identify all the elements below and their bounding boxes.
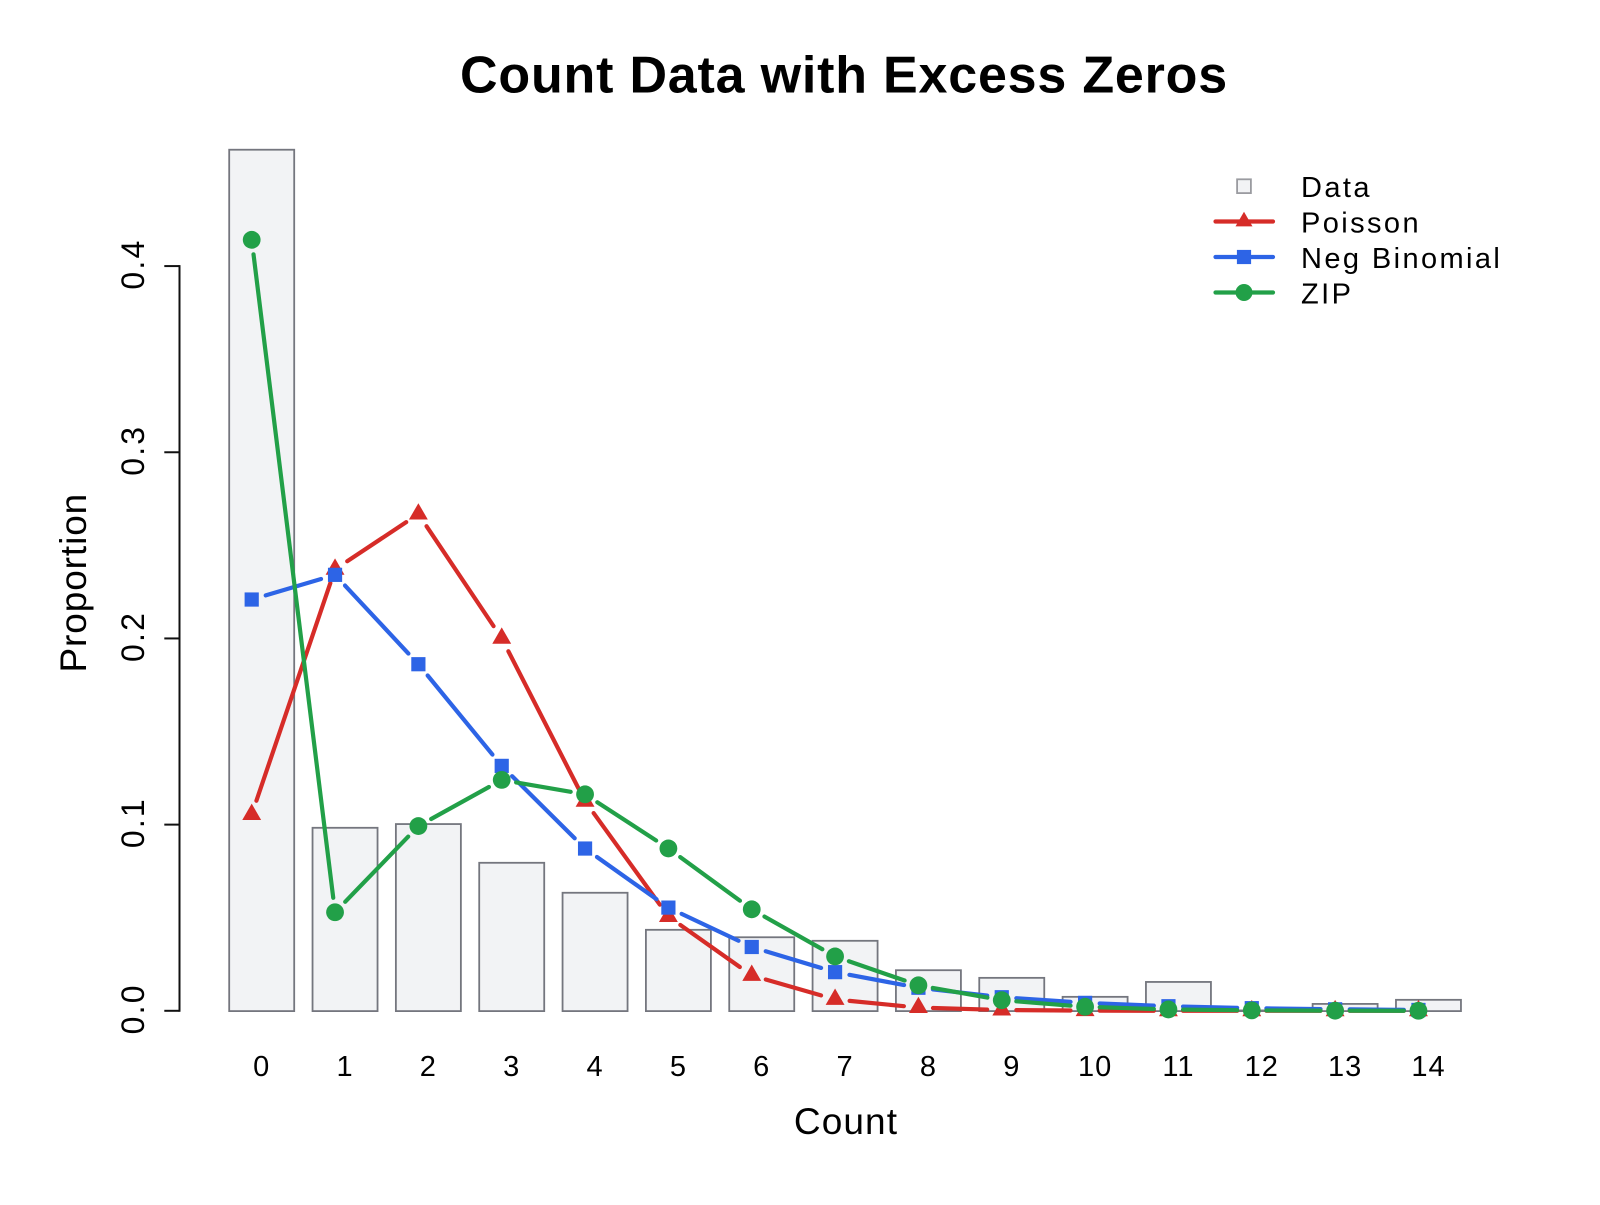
svg-text:0.3: 0.3 bbox=[115, 425, 151, 476]
svg-text:0.1: 0.1 bbox=[115, 797, 151, 848]
svg-text:Proportion: Proportion bbox=[53, 493, 94, 673]
svg-text:ZIP: ZIP bbox=[1301, 278, 1353, 310]
svg-text:12: 12 bbox=[1245, 1051, 1279, 1083]
svg-text:6: 6 bbox=[753, 1051, 770, 1083]
svg-text:0.2: 0.2 bbox=[115, 611, 151, 662]
svg-text:Poisson: Poisson bbox=[1301, 207, 1421, 239]
svg-text:3: 3 bbox=[503, 1051, 520, 1083]
svg-text:7: 7 bbox=[837, 1051, 854, 1083]
svg-text:0.4: 0.4 bbox=[115, 239, 151, 290]
svg-text:13: 13 bbox=[1328, 1051, 1362, 1083]
svg-text:0.0: 0.0 bbox=[115, 983, 151, 1034]
svg-text:4: 4 bbox=[586, 1051, 603, 1083]
svg-text:0: 0 bbox=[253, 1051, 270, 1083]
svg-text:Neg Binomial: Neg Binomial bbox=[1301, 243, 1502, 275]
svg-text:11: 11 bbox=[1162, 1051, 1194, 1083]
svg-text:14: 14 bbox=[1411, 1051, 1445, 1083]
svg-text:5: 5 bbox=[670, 1051, 687, 1083]
svg-text:10: 10 bbox=[1078, 1051, 1112, 1083]
svg-text:1: 1 bbox=[336, 1051, 353, 1083]
svg-text:Count: Count bbox=[794, 1101, 898, 1142]
svg-text:Count Data with Excess Zeros: Count Data with Excess Zeros bbox=[460, 47, 1228, 105]
svg-text:Data: Data bbox=[1301, 172, 1372, 204]
svg-text:2: 2 bbox=[420, 1051, 437, 1083]
svg-text:9: 9 bbox=[1003, 1051, 1020, 1083]
svg-text:8: 8 bbox=[920, 1051, 937, 1083]
